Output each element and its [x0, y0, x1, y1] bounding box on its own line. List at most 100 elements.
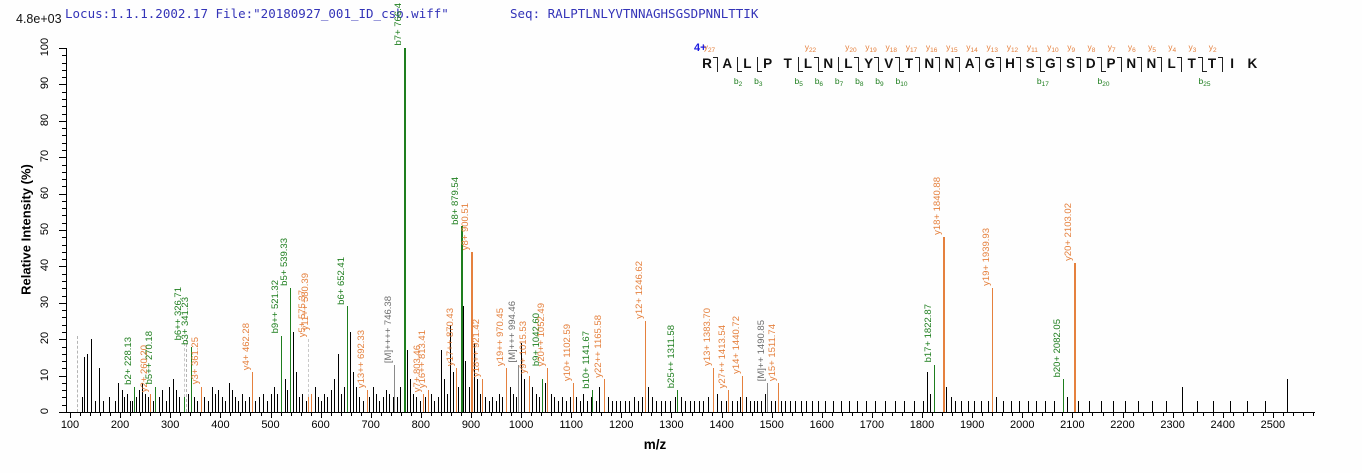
spectrum-peak — [739, 397, 741, 412]
y-fragment-label: y22 — [804, 42, 817, 54]
spectrum-peak — [324, 393, 326, 412]
spectrum-peak — [689, 401, 691, 412]
spectrum-peak — [176, 390, 178, 412]
y-ion-peak — [506, 368, 508, 412]
b-ion-peak — [460, 226, 463, 412]
spectrum-peak — [158, 397, 160, 412]
cleavage-stub — [854, 57, 859, 58]
b-ion-peak — [592, 390, 594, 412]
spectrum-peak — [115, 401, 117, 412]
fragment-index: 20 — [849, 47, 857, 54]
spectrum-peak — [532, 386, 534, 412]
peak-label: y15+ 1511.74 — [766, 323, 778, 381]
fragment-index: 15 — [950, 47, 958, 54]
cleavage-stub — [1197, 57, 1202, 58]
x-tick — [731, 413, 733, 416]
peak-label: b5+ 539.33 — [279, 238, 291, 287]
x-tick — [681, 413, 683, 416]
spectrum-peak — [431, 393, 433, 412]
spectrum-peak — [967, 401, 969, 412]
spectrum-peak — [781, 401, 783, 412]
spectrum-peak — [785, 401, 787, 412]
x-tick — [280, 413, 282, 416]
spectrum-peak — [193, 397, 195, 412]
y-fragment-label: y14 — [966, 42, 978, 54]
x-tick — [821, 413, 823, 418]
spectrum-peak — [132, 401, 134, 412]
spectrum-peak — [382, 397, 384, 412]
spectrum-peak — [929, 393, 931, 412]
y-tick — [62, 310, 66, 312]
x-tick — [420, 413, 422, 418]
fragment-index: 12 — [1010, 47, 1019, 54]
spectrum-peak — [583, 393, 585, 412]
spectrum-peak — [228, 382, 230, 412]
fragment-index: 10 — [900, 81, 908, 88]
cleavage-stub — [1136, 57, 1141, 58]
y-tick-label: 70 — [39, 150, 51, 163]
y-ion-peak — [547, 368, 549, 412]
y-ion-peak — [481, 379, 483, 412]
x-tick — [1232, 413, 1234, 416]
x-tick — [471, 413, 472, 418]
spectrum-peak — [217, 390, 219, 412]
y-tick — [59, 120, 66, 122]
spectrum-peak — [492, 397, 493, 412]
spectrum-peak — [238, 401, 240, 412]
spectrum-peak — [416, 397, 418, 412]
x-tick — [1142, 413, 1144, 416]
spectrum-peak — [1212, 401, 1214, 412]
y-fragment-label: y9 — [1067, 42, 1076, 54]
spectrum-peak — [121, 390, 123, 412]
spectrum-peak — [590, 397, 592, 412]
y-tick — [62, 244, 66, 246]
peak-label: y17++ 870.43 — [445, 308, 457, 367]
spectrum-peak — [569, 397, 571, 412]
b-fragment-label: b25 — [1198, 76, 1211, 88]
x-axis-title: m/z — [643, 437, 667, 452]
b-fragment-label: b3 — [754, 76, 763, 88]
spectrum-peak — [1077, 401, 1079, 412]
x-tick — [270, 413, 272, 418]
spectrum-peak — [774, 401, 776, 412]
residue: Y — [864, 56, 874, 71]
b-fragment-label: b17 — [1036, 76, 1049, 88]
spectrum-peak — [946, 386, 948, 412]
spectrum-peak — [90, 339, 92, 412]
spectrum-peak — [620, 401, 622, 412]
spectrum-peak — [502, 397, 503, 412]
residue: R — [702, 56, 712, 71]
spectrum-peak — [485, 397, 486, 412]
spectrum-peak — [477, 379, 478, 412]
peak-label: y9+ 1015.53 — [517, 321, 529, 374]
spectrum-peak — [344, 386, 346, 412]
spectrum-peak — [337, 353, 339, 412]
y-tick-label: 90 — [39, 77, 51, 90]
y-cleavage-mark — [938, 57, 940, 72]
spectrum-peak — [513, 393, 515, 412]
y-ion-peak — [644, 321, 646, 412]
y-fragment-label: y4 — [1168, 42, 1177, 54]
b-ion-peak — [134, 386, 136, 412]
residue: H — [1005, 56, 1015, 71]
cleavage-stub — [934, 57, 939, 58]
x-tick — [551, 413, 553, 416]
b-cleavage-mark — [878, 57, 880, 72]
spectrum-peak — [579, 401, 581, 412]
spectrum-peak — [340, 393, 342, 412]
x-tick — [120, 413, 122, 418]
spectrum-peak — [974, 401, 976, 412]
y-tick — [62, 164, 66, 166]
spectrum-peak — [204, 397, 206, 412]
y-tick — [59, 375, 66, 377]
spectrum-peak — [1011, 401, 1013, 412]
spectrum-peak — [136, 397, 138, 412]
peak-label: y22++ 1165.58 — [593, 314, 605, 378]
x-tick — [861, 413, 863, 416]
y-tick — [62, 91, 66, 93]
cleavage-stub — [1040, 71, 1045, 72]
y-fragment-label: y8 — [1087, 42, 1096, 54]
y-fragment-label: y19 — [865, 42, 877, 54]
y-fragment-label: y3 — [1188, 42, 1197, 54]
y-tick — [59, 193, 66, 195]
